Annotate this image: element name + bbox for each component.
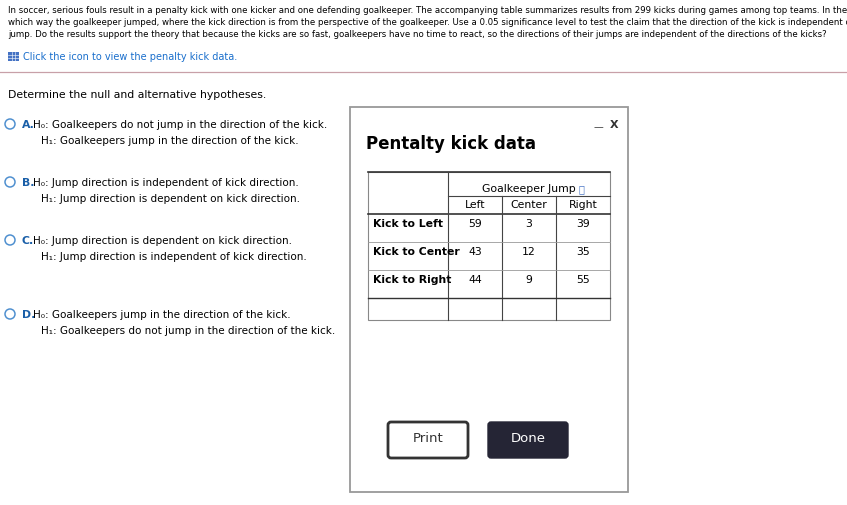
Text: B.: B.	[22, 178, 35, 188]
FancyBboxPatch shape	[388, 422, 468, 458]
Text: H₁: Jump direction is dependent on kick direction.: H₁: Jump direction is dependent on kick …	[41, 194, 300, 204]
Text: 39: 39	[576, 219, 590, 229]
Text: —: —	[594, 122, 604, 132]
Text: 59: 59	[468, 219, 482, 229]
Text: 12: 12	[522, 247, 536, 257]
Text: Determine the null and alternative hypotheses.: Determine the null and alternative hypot…	[8, 90, 266, 100]
Text: 3: 3	[525, 219, 533, 229]
Text: H₁: Goalkeepers jump in the direction of the kick.: H₁: Goalkeepers jump in the direction of…	[41, 136, 299, 146]
Text: Done: Done	[511, 431, 545, 444]
Text: which way the goalkeeper jumped, where the kick direction is from the perspectiv: which way the goalkeeper jumped, where t…	[8, 18, 847, 27]
Text: jump. Do the results support the theory that because the kicks are so fast, goal: jump. Do the results support the theory …	[8, 30, 827, 39]
Text: Kick to Right: Kick to Right	[373, 275, 451, 285]
Text: H₀: Jump direction is dependent on kick direction.: H₀: Jump direction is dependent on kick …	[33, 236, 292, 246]
Text: Right: Right	[568, 200, 597, 210]
Text: Kick to Left: Kick to Left	[373, 219, 443, 229]
Text: H₁: Jump direction is independent of kick direction.: H₁: Jump direction is independent of kic…	[41, 252, 307, 262]
Text: X: X	[610, 120, 618, 130]
FancyBboxPatch shape	[488, 422, 568, 458]
Text: Click the icon to view the penalty kick data.: Click the icon to view the penalty kick …	[23, 52, 237, 62]
Text: H₀: Goalkeepers jump in the direction of the kick.: H₀: Goalkeepers jump in the direction of…	[33, 310, 291, 320]
Bar	[8, 52, 19, 61]
Text: Pentalty kick data: Pentalty kick data	[366, 135, 536, 153]
Text: ⧉: ⧉	[579, 184, 585, 194]
Text: C.: C.	[22, 236, 34, 246]
Bar	[368, 172, 610, 320]
Text: Kick to Center: Kick to Center	[373, 247, 460, 257]
Text: 9: 9	[525, 275, 533, 285]
Text: H₁: Goalkeepers do not jump in the direction of the kick.: H₁: Goalkeepers do not jump in the direc…	[41, 326, 335, 336]
Text: 43: 43	[468, 247, 482, 257]
Text: Center: Center	[511, 200, 547, 210]
Text: Left: Left	[465, 200, 485, 210]
Bar	[350, 107, 628, 492]
Text: H₀: Goalkeepers do not jump in the direction of the kick.: H₀: Goalkeepers do not jump in the direc…	[33, 120, 327, 130]
Text: In soccer, serious fouls result in a penalty kick with one kicker and one defend: In soccer, serious fouls result in a pen…	[8, 6, 847, 15]
Text: Goalkeeper Jump: Goalkeeper Jump	[482, 184, 576, 194]
Text: 55: 55	[576, 275, 590, 285]
Text: D.: D.	[22, 310, 36, 320]
Text: H₀: Jump direction is independent of kick direction.: H₀: Jump direction is independent of kic…	[33, 178, 299, 188]
Text: A.: A.	[22, 120, 35, 130]
Text: 44: 44	[468, 275, 482, 285]
Text: 35: 35	[576, 247, 590, 257]
Text: Print: Print	[412, 431, 443, 444]
